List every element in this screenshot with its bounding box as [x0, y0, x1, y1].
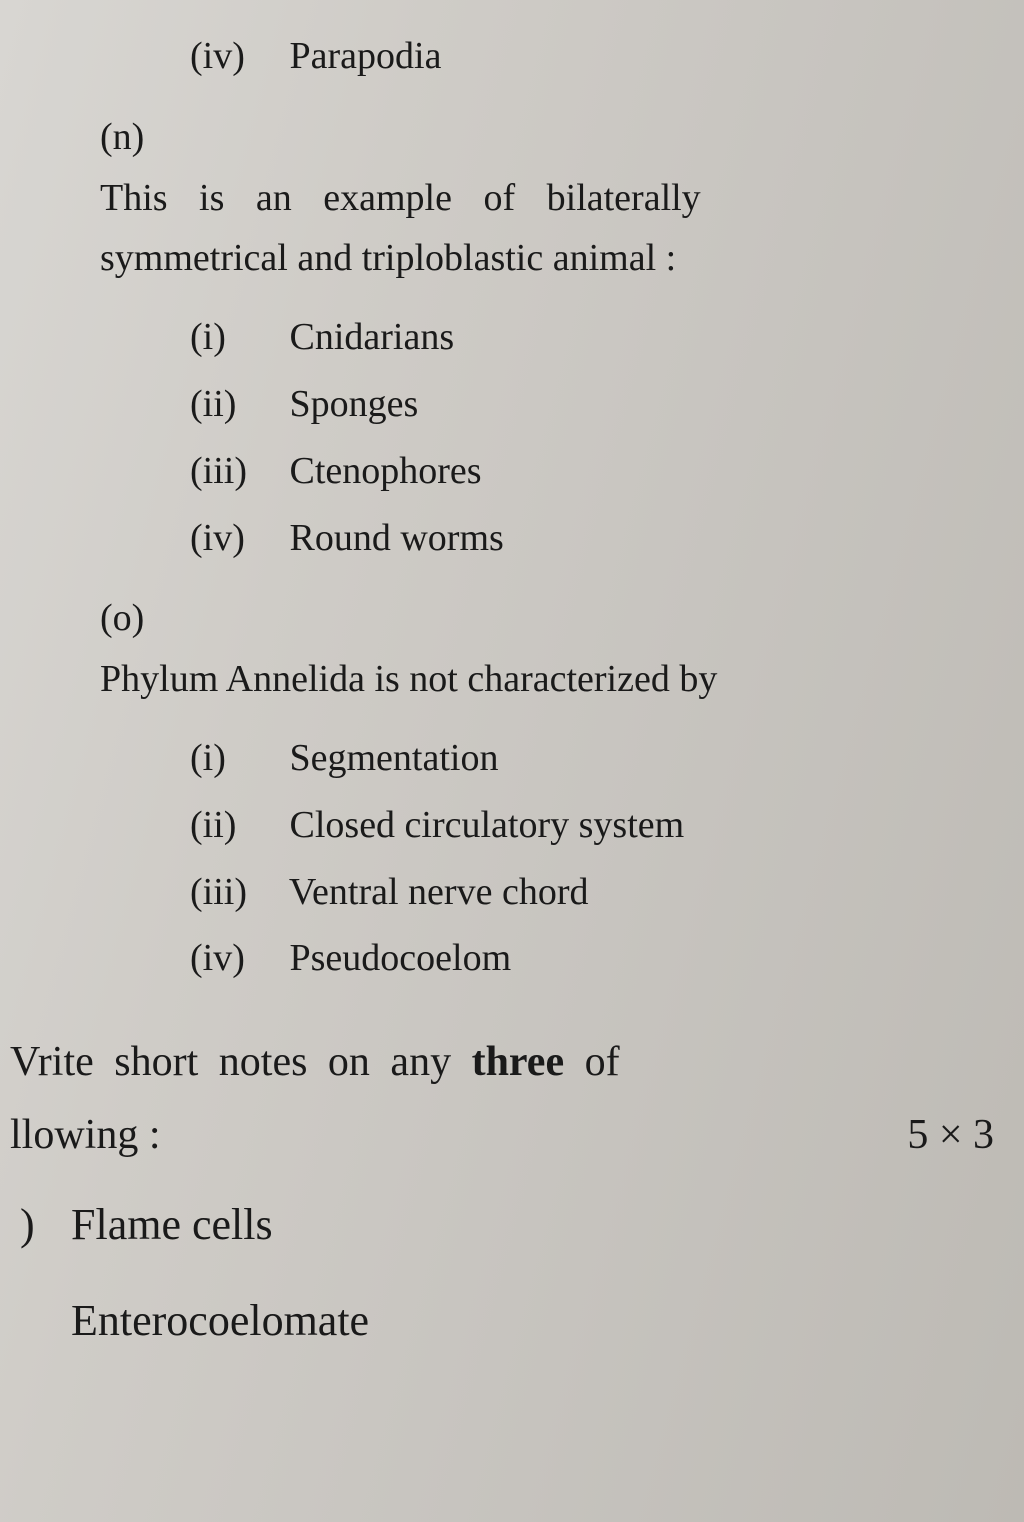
- option-text: Closed circulatory system: [290, 804, 685, 846]
- question-text-line2: symmetrical and triploblastic animal :: [100, 237, 676, 279]
- option-row: (iv) Round worms: [190, 508, 994, 569]
- option-row: (i) Cnidarians: [190, 307, 994, 368]
- subitem-text: Flame cells: [71, 1200, 273, 1249]
- option-text: Segmentation: [290, 737, 499, 779]
- short-notes-bold: three: [472, 1039, 565, 1085]
- subitem-row: Enterocoelomate: [20, 1286, 994, 1356]
- short-notes-row2: llowing : 5 × 3: [10, 1102, 994, 1169]
- option-label: (iv): [190, 508, 280, 569]
- option-label: (i): [190, 307, 280, 368]
- question-n: (n) This is an example of bilaterally sy…: [100, 107, 994, 289]
- option-row: (iii) Ventral nerve chord: [190, 862, 994, 923]
- option-text: Ctenophores: [290, 450, 482, 492]
- option-row: (iii) Ctenophores: [190, 441, 994, 502]
- question-o: (o) Phylum Annelida is not characterized…: [100, 588, 994, 710]
- short-notes-marks: 5 × 3: [907, 1102, 994, 1169]
- question-label: (n): [100, 107, 180, 168]
- prev-option: (iv) Parapodia: [190, 26, 994, 87]
- short-notes-prefix: Vrite short notes on any: [10, 1039, 472, 1085]
- option-text: Cnidarians: [290, 316, 455, 358]
- option-label: (ii): [190, 374, 280, 435]
- subitem-text: Enterocoelomate: [71, 1296, 369, 1345]
- option-text: Pseudocoelom: [290, 937, 512, 979]
- option-label: (iii): [190, 862, 280, 923]
- question-o-options: (i) Segmentation (ii) Closed circulatory…: [10, 728, 994, 989]
- option-row: (iv) Pseudocoelom: [190, 928, 994, 989]
- option-label: (iv): [190, 928, 280, 989]
- page: (iv) Parapodia (n) This is an example of…: [0, 0, 1024, 1382]
- option-row: (ii) Sponges: [190, 374, 994, 435]
- subitem-row: ) Flame cells: [20, 1190, 994, 1260]
- option-row: (ii) Closed circulatory system: [190, 795, 994, 856]
- short-notes-heading: Vrite short notes on any three of: [10, 1029, 994, 1096]
- option-text: Round worms: [290, 517, 504, 559]
- subitem-label: ): [20, 1190, 60, 1260]
- question-n-options: (i) Cnidarians (ii) Sponges (iii) Ctenop…: [10, 307, 994, 568]
- option-label: (iii): [190, 441, 280, 502]
- option-text: Ventral nerve chord: [289, 871, 589, 913]
- option-row: (i) Segmentation: [190, 728, 994, 789]
- option-text: Parapodia: [290, 35, 442, 77]
- question-text: This is an example of bilaterally symmet…: [100, 168, 920, 290]
- option-text: Sponges: [290, 383, 419, 425]
- question-text: Phylum Annelida is not characterized by: [100, 649, 920, 710]
- short-notes-llowing: llowing :: [10, 1102, 161, 1169]
- option-label: (iv): [190, 26, 280, 87]
- question-text-line1: This is an example of bilaterally: [100, 177, 701, 219]
- option-label: (ii): [190, 795, 280, 856]
- short-notes-suffix: of: [564, 1039, 620, 1085]
- option-label: (i): [190, 728, 280, 789]
- question-label: (o): [100, 588, 180, 649]
